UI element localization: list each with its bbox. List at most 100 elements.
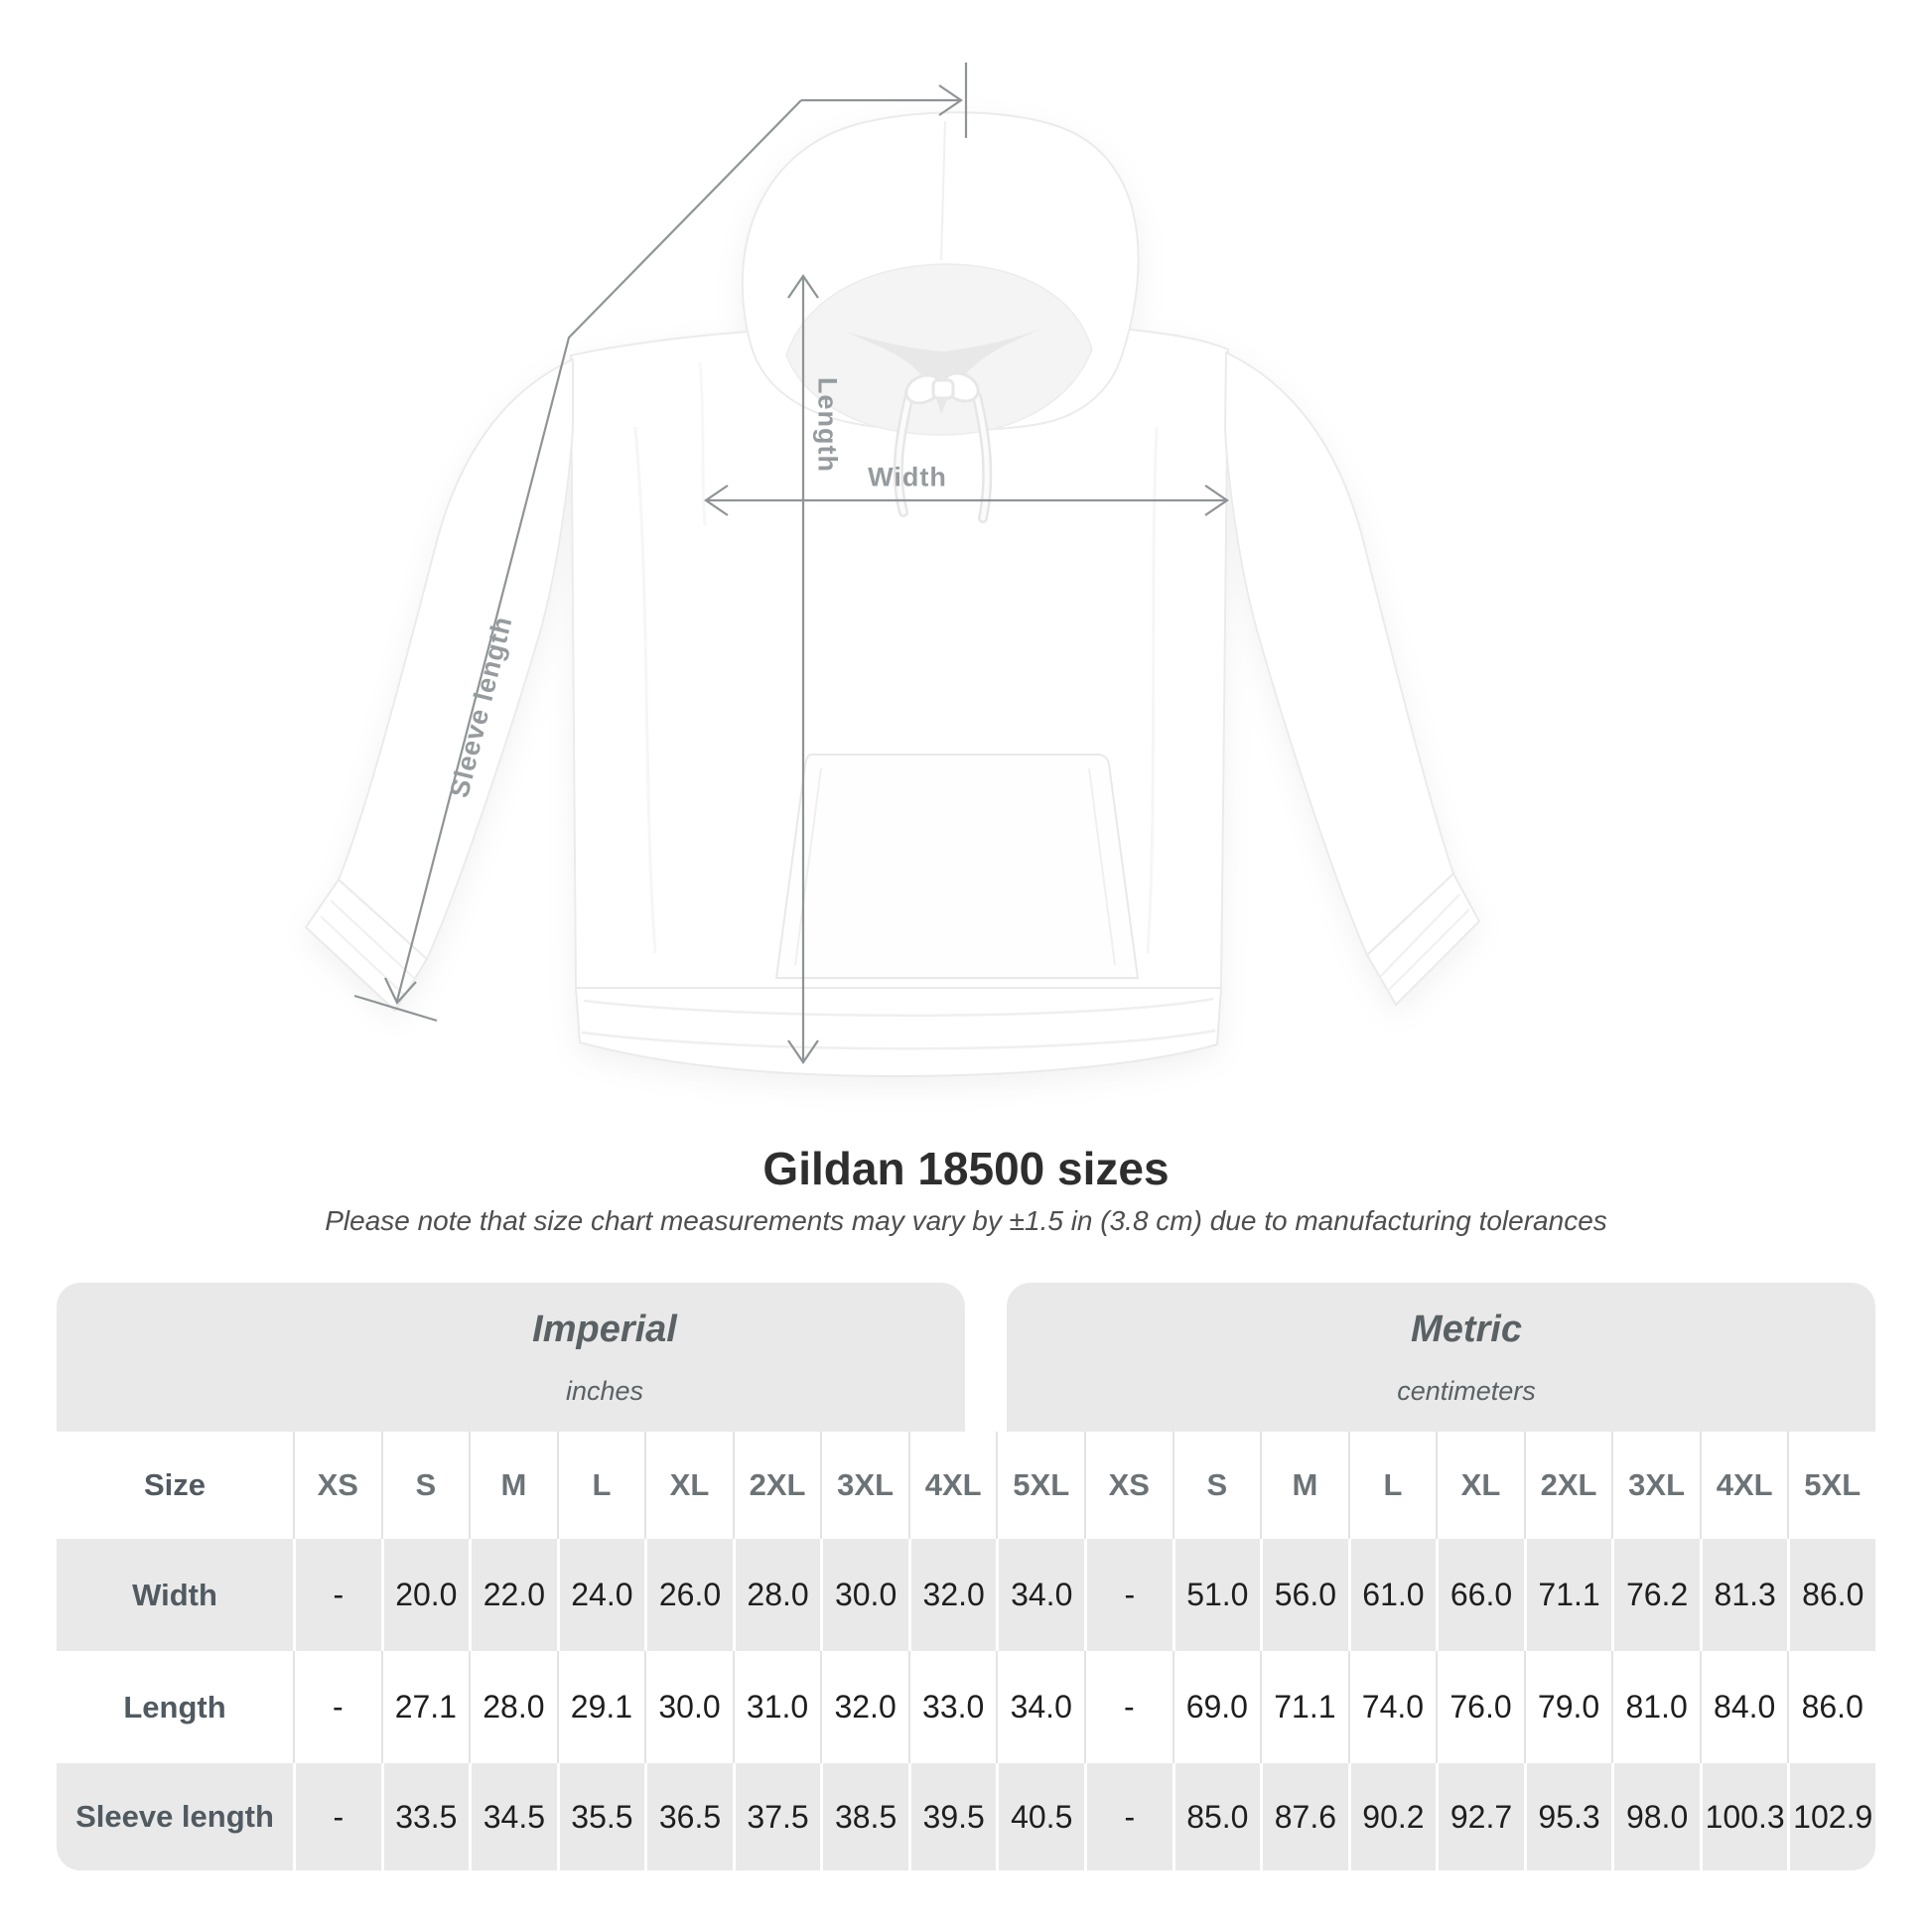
imperial-header-unit: inches <box>565 1376 644 1406</box>
hoodie-illustration <box>304 63 1481 1078</box>
measurement-value: 26.0 <box>644 1539 733 1651</box>
measurement-value: 34.5 <box>469 1763 557 1870</box>
measurement-value: 86.0 <box>1787 1651 1875 1763</box>
size-table: Imperial inches Metric centimeters Size … <box>57 1283 1875 1870</box>
size-column-title: Size <box>143 1467 207 1502</box>
measurement-value: 86.0 <box>1787 1539 1875 1651</box>
measurement-value: - <box>1084 1539 1173 1651</box>
size-col-header: 2XL <box>732 1432 821 1539</box>
measurement-value: 71.1 <box>1260 1651 1348 1763</box>
measurement-value: 92.7 <box>1436 1763 1524 1870</box>
measurement-value: 56.0 <box>1260 1539 1348 1651</box>
width-arrow <box>704 484 1229 516</box>
length-dimension-label: Length <box>812 377 843 473</box>
metric-header-unit: centimeters <box>1397 1376 1536 1406</box>
size-col-header: S <box>1172 1432 1261 1539</box>
row-label: Length <box>123 1689 226 1725</box>
measurement-value: 79.0 <box>1523 1651 1612 1763</box>
measurement-value: 51.0 <box>1172 1539 1261 1651</box>
measurement-value: 66.0 <box>1436 1539 1524 1651</box>
measurement-value: 37.5 <box>732 1763 821 1870</box>
width-dimension-label: Width <box>868 462 947 492</box>
size-col-header: 5XL <box>1787 1432 1875 1539</box>
measurement-value: 34.0 <box>996 1651 1084 1763</box>
size-col-header: XL <box>1436 1432 1524 1539</box>
measurement-value: - <box>1084 1651 1173 1763</box>
measurement-value: 33.0 <box>907 1651 997 1763</box>
metric-header-title: Metric <box>1411 1309 1522 1350</box>
row-label: Width <box>132 1577 217 1612</box>
table-data-rows: Width -20.0 22.0 24.0 26.0 28.0 30.0 32.0 34.0-5… <box>57 1539 1875 1870</box>
measurement-value: 20.0 <box>380 1539 470 1651</box>
imperial-header-block <box>57 1283 965 1432</box>
measurement-value: 27.1 <box>380 1651 470 1763</box>
measurement-value: 22.0 <box>469 1539 557 1651</box>
measurement-value: - <box>293 1651 381 1763</box>
size-col-header: XL <box>644 1432 733 1539</box>
size-header-row: Size XS S M L XL 2XL 3XL 4XL 5XL XS S M L XL 2XL 3XL 4XL… <box>57 1432 1875 1539</box>
measurement-value: 30.0 <box>644 1651 733 1763</box>
measurement-row-length: Length -27.1 28.0 29.1 30.0 31.0 32.0 33.0 34.0-… <box>57 1651 1875 1763</box>
measurement-value: - <box>1084 1763 1173 1870</box>
measurement-value: 76.0 <box>1436 1651 1524 1763</box>
size-col-header: XS <box>293 1432 381 1539</box>
measurement-value: 31.0 <box>732 1651 821 1763</box>
measurement-value: 29.1 <box>556 1651 645 1763</box>
hoodie-graphic <box>304 111 1481 1078</box>
measurement-value: 71.1 <box>1523 1539 1612 1651</box>
hoodie-measurement-diagram: Length Width Sleeve length <box>304 63 1481 1078</box>
size-col-header: 2XL <box>1523 1432 1612 1539</box>
size-col-header: 4XL <box>907 1432 997 1539</box>
measurement-value: 35.5 <box>556 1763 645 1870</box>
imperial-header-title: Imperial <box>532 1309 677 1350</box>
measurement-value: 85.0 <box>1172 1763 1261 1870</box>
measurement-value: - <box>293 1763 381 1870</box>
size-col-header: 4XL <box>1699 1432 1788 1539</box>
page-title: Gildan 18500 sizes <box>762 1143 1170 1194</box>
size-col-header: 5XL <box>996 1432 1084 1539</box>
measurement-value: 81.0 <box>1611 1651 1700 1763</box>
measurement-value: 61.0 <box>1347 1539 1437 1651</box>
tolerance-note: Please note that size chart measurements… <box>325 1205 1607 1236</box>
measurement-value: 81.3 <box>1699 1539 1788 1651</box>
measurement-row-sleeve-length: Sleeve length -33.5 34.5 35.5 36.5 37.5 38.5 39… <box>57 1763 1875 1870</box>
metric-header-block <box>1007 1283 1875 1432</box>
measurement-value: 76.2 <box>1611 1539 1700 1651</box>
size-col-header: L <box>1347 1432 1437 1539</box>
table-grid: Size XS S M L XL 2XL 3XL 4XL 5XL XS S M L XL 2XL 3XL 4XL… <box>57 1432 1875 1870</box>
measurement-value: 90.2 <box>1347 1763 1437 1870</box>
dimension-lines <box>353 63 1229 1064</box>
size-col-header: L <box>556 1432 645 1539</box>
size-col-header: M <box>469 1432 557 1539</box>
measurement-value: 32.0 <box>907 1539 997 1651</box>
measurement-value: 95.3 <box>1523 1763 1612 1870</box>
size-col-header: 3XL <box>820 1432 908 1539</box>
measurement-value: 30.0 <box>820 1539 908 1651</box>
measurement-value: 84.0 <box>1699 1651 1788 1763</box>
measurement-value: 28.0 <box>469 1651 557 1763</box>
measurement-value: 74.0 <box>1347 1651 1437 1763</box>
length-arrow <box>787 274 819 1064</box>
measurement-value: 34.0 <box>996 1539 1084 1651</box>
measurement-value: 39.5 <box>907 1763 997 1870</box>
measurement-value: 98.0 <box>1611 1763 1700 1870</box>
size-col-header: 3XL <box>1611 1432 1700 1539</box>
measurement-value: 40.5 <box>996 1763 1084 1870</box>
measurement-value: 87.6 <box>1260 1763 1348 1870</box>
measurement-value: 100.3 <box>1699 1763 1788 1870</box>
measurement-value: 24.0 <box>556 1539 645 1651</box>
measurement-value: 28.0 <box>732 1539 821 1651</box>
size-col-header: XS <box>1084 1432 1173 1539</box>
measurement-value: 38.5 <box>820 1763 908 1870</box>
measurement-value: 102.9 <box>1787 1763 1875 1870</box>
size-col-header: S <box>380 1432 470 1539</box>
measurement-value: 33.5 <box>380 1763 470 1870</box>
row-label: Sleeve length <box>75 1799 274 1834</box>
sleeve-length-arrow <box>353 63 968 1023</box>
measurement-value: 32.0 <box>820 1651 908 1763</box>
measurement-row-width: Width -20.0 22.0 24.0 26.0 28.0 30.0 32.0 34.0-5… <box>57 1539 1875 1651</box>
measurement-value: 69.0 <box>1172 1651 1261 1763</box>
size-col-header: M <box>1260 1432 1348 1539</box>
measurement-value: 36.5 <box>644 1763 733 1870</box>
